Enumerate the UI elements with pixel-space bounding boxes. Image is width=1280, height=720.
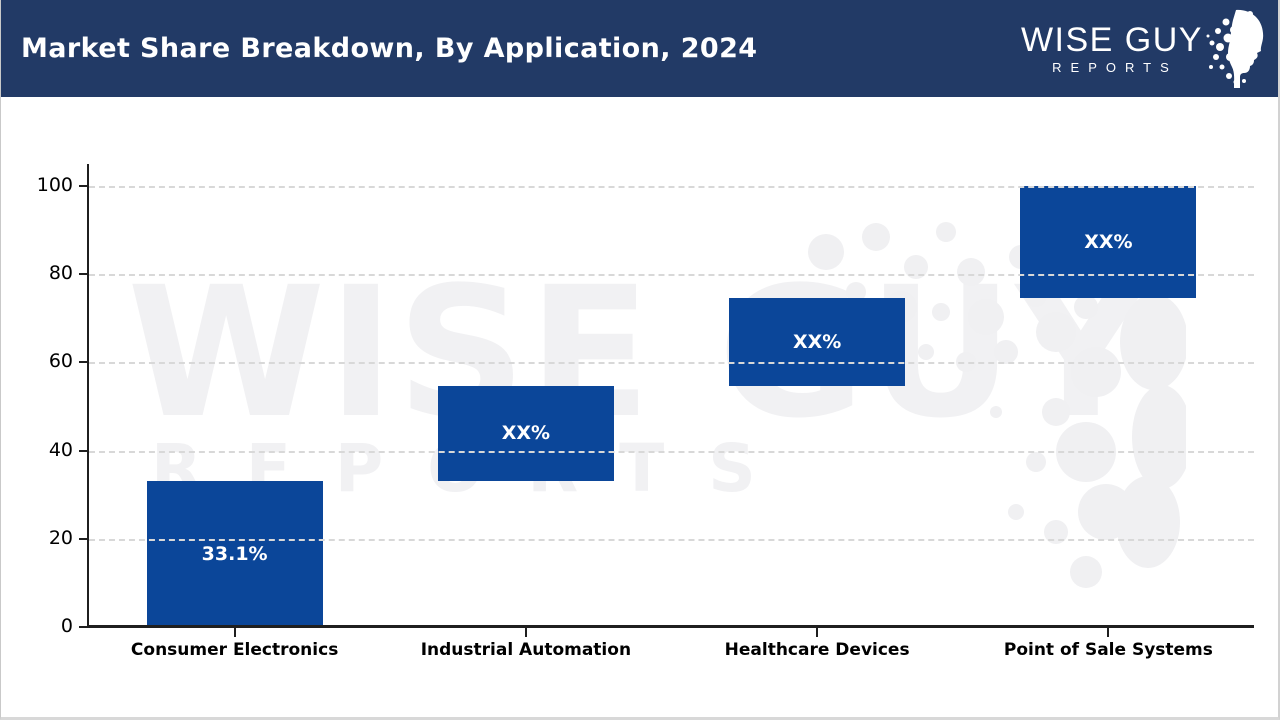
y-tick-label: 20: [48, 526, 73, 549]
y-tick-label: 100: [36, 174, 73, 196]
page-title: Market Share Breakdown, By Application, …: [21, 33, 758, 64]
x-tick-mark: [1107, 628, 1110, 637]
brand-logo-text: WISE GUY REPORTS: [1021, 23, 1203, 74]
y-tick-mark: [79, 185, 88, 187]
x-tick-mark: [233, 628, 236, 637]
x-tick-mark: [816, 628, 819, 637]
x-axis-line: [87, 625, 1254, 628]
category-label: Industrial Automation: [420, 640, 632, 660]
grid-line: [89, 186, 1254, 188]
bar-value-label: XX%: [792, 331, 842, 354]
header-bar: Market Share Breakdown, By Application, …: [1, 0, 1278, 97]
y-axis-line: [87, 164, 89, 628]
brand-subtitle: REPORTS: [1052, 60, 1178, 75]
category-label: Point of Sale Systems: [1003, 640, 1213, 660]
bar-value-label: XX%: [1084, 231, 1133, 254]
brand-logo: WISE GUY REPORTS: [1021, 9, 1278, 89]
y-tick-label: 0: [60, 615, 73, 637]
grid-line: [89, 538, 1254, 541]
grid-line: [89, 450, 1254, 453]
y-tick-mark: [79, 273, 88, 276]
y-tick-label: 40: [48, 438, 73, 461]
x-tick-mark: [524, 628, 527, 637]
bar-value-label: 33.1%: [201, 543, 268, 565]
y-tick-mark: [79, 626, 88, 628]
y-tick-mark: [79, 449, 88, 452]
bar-industrial-automation: XX%: [437, 385, 614, 482]
y-tick-label: 60: [48, 350, 73, 373]
bar-healthcare-devices: XX%: [729, 298, 906, 386]
category-label: Healthcare Devices: [724, 640, 910, 660]
category-label: Consumer Electronics: [130, 640, 339, 660]
y-tick-mark: [79, 361, 88, 364]
grid-line: [89, 274, 1254, 277]
y-tick-mark: [79, 537, 88, 540]
grid-line: [89, 362, 1254, 365]
watermark-text-primary: WISE GUY: [127, 249, 1149, 458]
bar-point-of-sale-systems: XX%: [1020, 186, 1197, 299]
bar-value-label: XX%: [501, 422, 551, 445]
bar-consumer-electronics: 33.1%: [146, 481, 323, 627]
y-tick-label: 80: [48, 262, 73, 285]
brand-head-icon: [1206, 9, 1264, 88]
brand-name: WISE GUY: [1020, 21, 1203, 59]
